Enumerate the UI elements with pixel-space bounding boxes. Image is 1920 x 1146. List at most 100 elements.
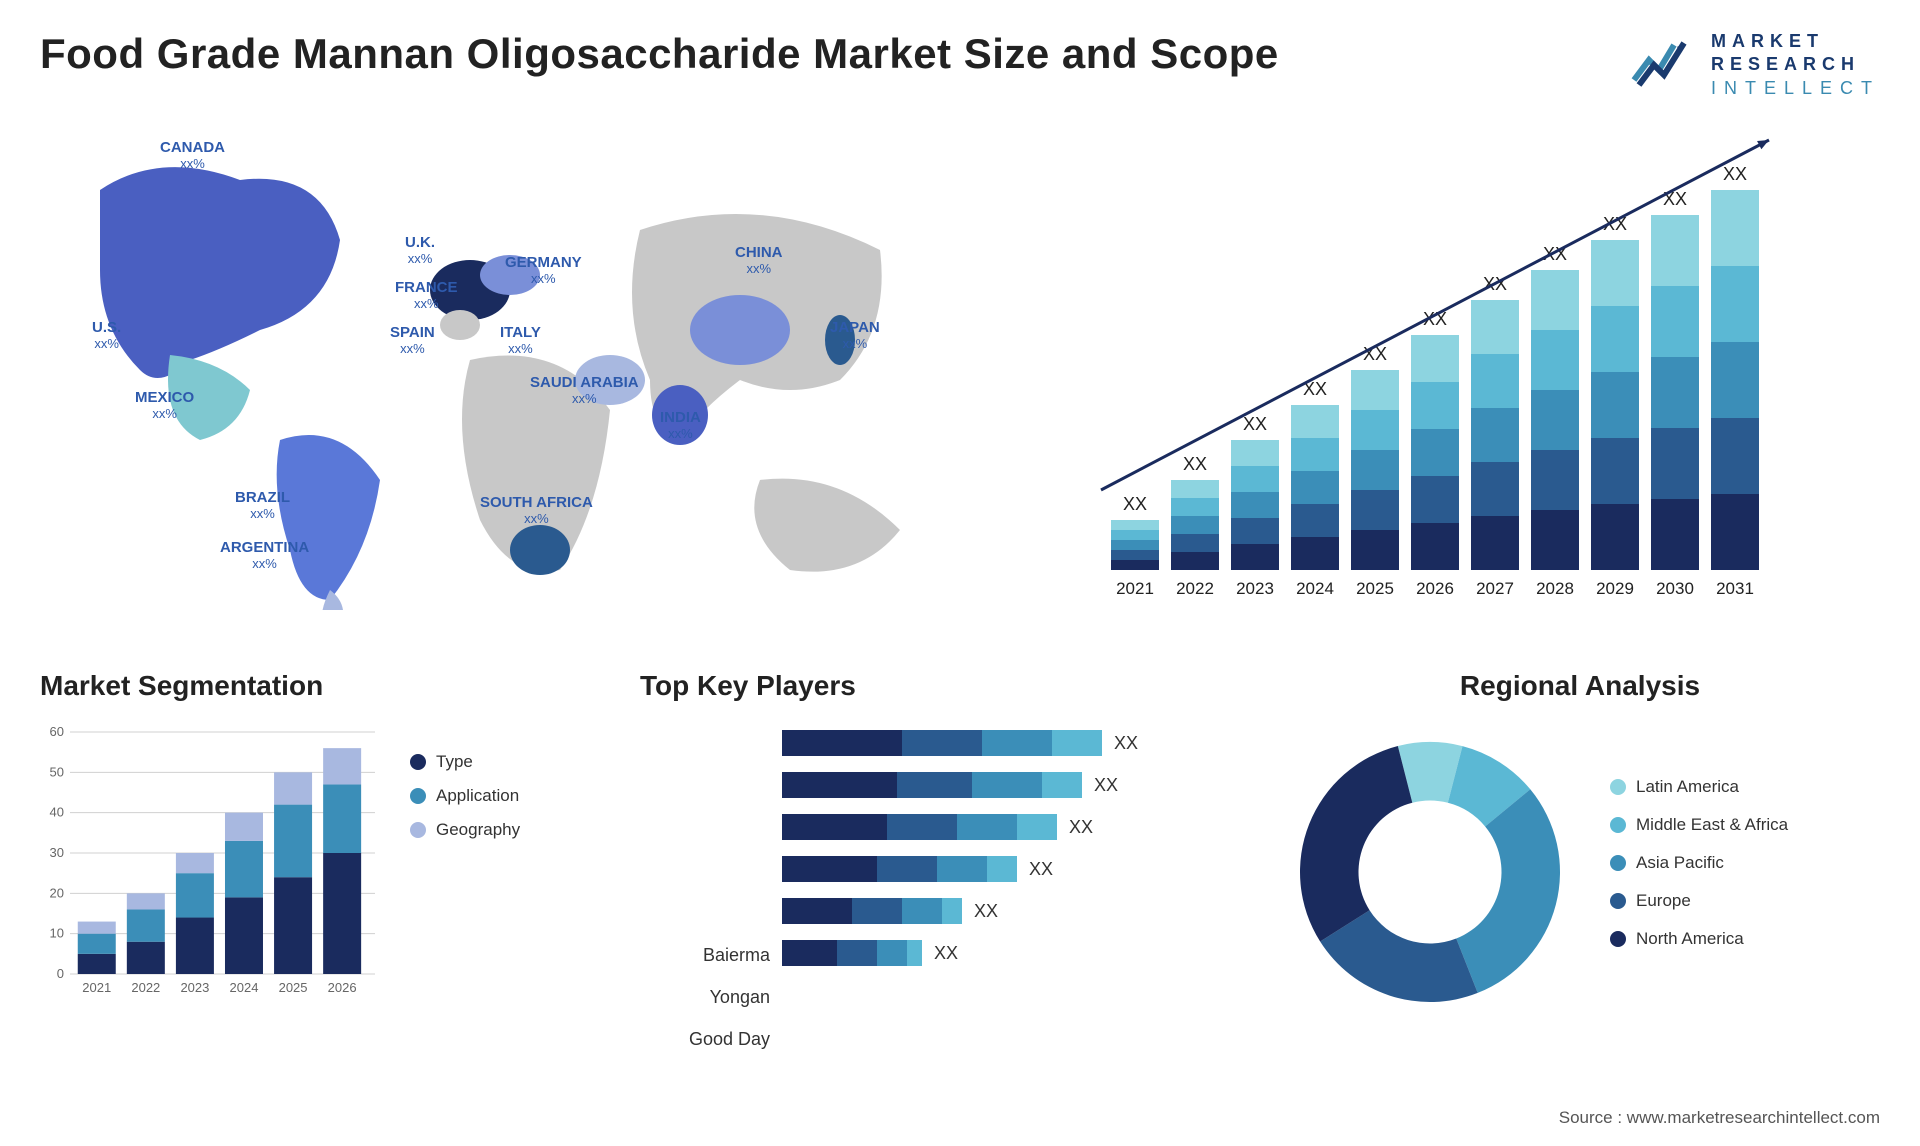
bar-year-label: 2031 bbox=[1716, 579, 1754, 598]
player-label: Yongan bbox=[640, 976, 770, 1018]
bar-segment bbox=[1531, 330, 1579, 390]
player-bar-segment bbox=[982, 730, 1052, 756]
country-label: SOUTH AFRICAxx% bbox=[480, 495, 593, 526]
segmentation-panel: Market Segmentation 01020304050602021202… bbox=[40, 670, 600, 1060]
bar-value-label: XX bbox=[1723, 164, 1747, 184]
bar-segment bbox=[1651, 499, 1699, 570]
player-bar-segment bbox=[782, 814, 887, 840]
player-bar-row: XX bbox=[782, 806, 1240, 848]
bar-segment bbox=[1591, 504, 1639, 570]
bar-year-label: 2027 bbox=[1476, 579, 1514, 598]
bar-year-label: 2023 bbox=[1236, 579, 1274, 598]
y-tick-label: 0 bbox=[57, 966, 64, 981]
legend-item: Type bbox=[410, 752, 520, 772]
player-bar-segment bbox=[957, 814, 1017, 840]
bar-segment bbox=[1471, 300, 1519, 354]
bar-segment bbox=[1111, 540, 1159, 550]
main-bar-chart: XX2021XX2022XX2023XX2024XX2025XX2026XX20… bbox=[1020, 130, 1880, 610]
country-label: ARGENTINAxx% bbox=[220, 540, 309, 571]
bar-value-label: XX bbox=[1243, 414, 1267, 434]
legend-item: North America bbox=[1610, 929, 1788, 949]
bar-segment bbox=[1231, 466, 1279, 492]
player-bar bbox=[782, 940, 922, 966]
page-title: Food Grade Mannan Oligosaccharide Market… bbox=[40, 30, 1279, 78]
bar-segment bbox=[1591, 306, 1639, 372]
seg-bar-segment bbox=[176, 853, 214, 873]
bar-segment bbox=[1471, 462, 1519, 516]
bar-segment bbox=[1171, 534, 1219, 552]
player-bar-segment bbox=[782, 772, 897, 798]
player-bar-segment bbox=[907, 940, 922, 966]
seg-year-label: 2021 bbox=[82, 980, 111, 995]
seg-bar-segment bbox=[225, 898, 263, 975]
bar-segment bbox=[1651, 428, 1699, 499]
bar-year-label: 2021 bbox=[1116, 579, 1154, 598]
country-label: INDIAxx% bbox=[660, 410, 701, 441]
donut-segment bbox=[1456, 789, 1560, 993]
player-value-label: XX bbox=[1069, 817, 1093, 838]
seg-bar-segment bbox=[176, 918, 214, 974]
bar-year-label: 2029 bbox=[1596, 579, 1634, 598]
segmentation-chart: 0102030405060202120222023202420252026 bbox=[40, 722, 380, 1002]
bar-segment bbox=[1351, 490, 1399, 530]
player-bar-segment bbox=[987, 856, 1017, 882]
player-bar-segment bbox=[782, 856, 877, 882]
player-bar-segment bbox=[782, 730, 902, 756]
segmentation-title: Market Segmentation bbox=[40, 670, 600, 702]
legend-item: Geography bbox=[410, 820, 520, 840]
player-bar-segment bbox=[1052, 730, 1102, 756]
legend-swatch bbox=[410, 822, 426, 838]
bar-segment bbox=[1591, 438, 1639, 504]
bar-year-label: 2030 bbox=[1656, 579, 1694, 598]
country-label: JAPANxx% bbox=[830, 320, 880, 351]
seg-year-label: 2026 bbox=[328, 980, 357, 995]
bar-segment bbox=[1531, 270, 1579, 330]
bar-segment bbox=[1351, 370, 1399, 410]
player-label: Baierma bbox=[640, 934, 770, 976]
bar-segment bbox=[1411, 382, 1459, 429]
bar-segment bbox=[1471, 408, 1519, 462]
source-credit: Source : www.marketresearchintellect.com bbox=[1559, 1108, 1880, 1128]
bar-segment bbox=[1651, 286, 1699, 357]
country-label: MEXICOxx% bbox=[135, 390, 194, 421]
player-bar bbox=[782, 814, 1057, 840]
bar-segment bbox=[1411, 476, 1459, 523]
bar-segment bbox=[1111, 530, 1159, 540]
player-bar-segment bbox=[902, 898, 942, 924]
legend-item: Application bbox=[410, 786, 520, 806]
player-value-label: XX bbox=[1114, 733, 1138, 754]
logo-line-2: RESEARCH bbox=[1711, 53, 1880, 76]
bar-segment bbox=[1231, 492, 1279, 518]
y-tick-label: 10 bbox=[50, 926, 64, 941]
legend-label: North America bbox=[1636, 929, 1744, 949]
seg-bar-segment bbox=[225, 841, 263, 897]
country-label: SPAINxx% bbox=[390, 325, 435, 356]
player-bar-segment bbox=[782, 898, 852, 924]
player-bar-row: XX bbox=[782, 848, 1240, 890]
player-bar-segment bbox=[942, 898, 962, 924]
player-bar-row: XX bbox=[782, 764, 1240, 806]
player-label bbox=[640, 808, 770, 850]
seg-bar-segment bbox=[274, 877, 312, 974]
seg-bar-segment bbox=[176, 873, 214, 917]
players-panel: Top Key Players BaiermaYonganGood Day XX… bbox=[640, 670, 1240, 1060]
player-bar-segment bbox=[782, 940, 837, 966]
legend-label: Latin America bbox=[1636, 777, 1739, 797]
bar-segment bbox=[1291, 438, 1339, 471]
country-label: FRANCExx% bbox=[395, 280, 458, 311]
country-label: ITALYxx% bbox=[500, 325, 541, 356]
logo-mark-icon bbox=[1629, 35, 1699, 95]
bar-segment bbox=[1711, 266, 1759, 342]
player-bar bbox=[782, 856, 1017, 882]
bar-value-label: XX bbox=[1183, 454, 1207, 474]
bar-segment bbox=[1111, 550, 1159, 560]
country-label: SAUDI ARABIAxx% bbox=[530, 375, 639, 406]
seg-year-label: 2025 bbox=[279, 980, 308, 995]
bar-segment bbox=[1411, 523, 1459, 570]
y-tick-label: 20 bbox=[50, 886, 64, 901]
player-bar-row: XX bbox=[782, 890, 1240, 932]
legend-item: Middle East & Africa bbox=[1610, 815, 1788, 835]
regional-panel: Regional Analysis Latin AmericaMiddle Ea… bbox=[1280, 670, 1880, 1060]
world-map-svg bbox=[40, 130, 960, 610]
legend-swatch bbox=[1610, 779, 1626, 795]
